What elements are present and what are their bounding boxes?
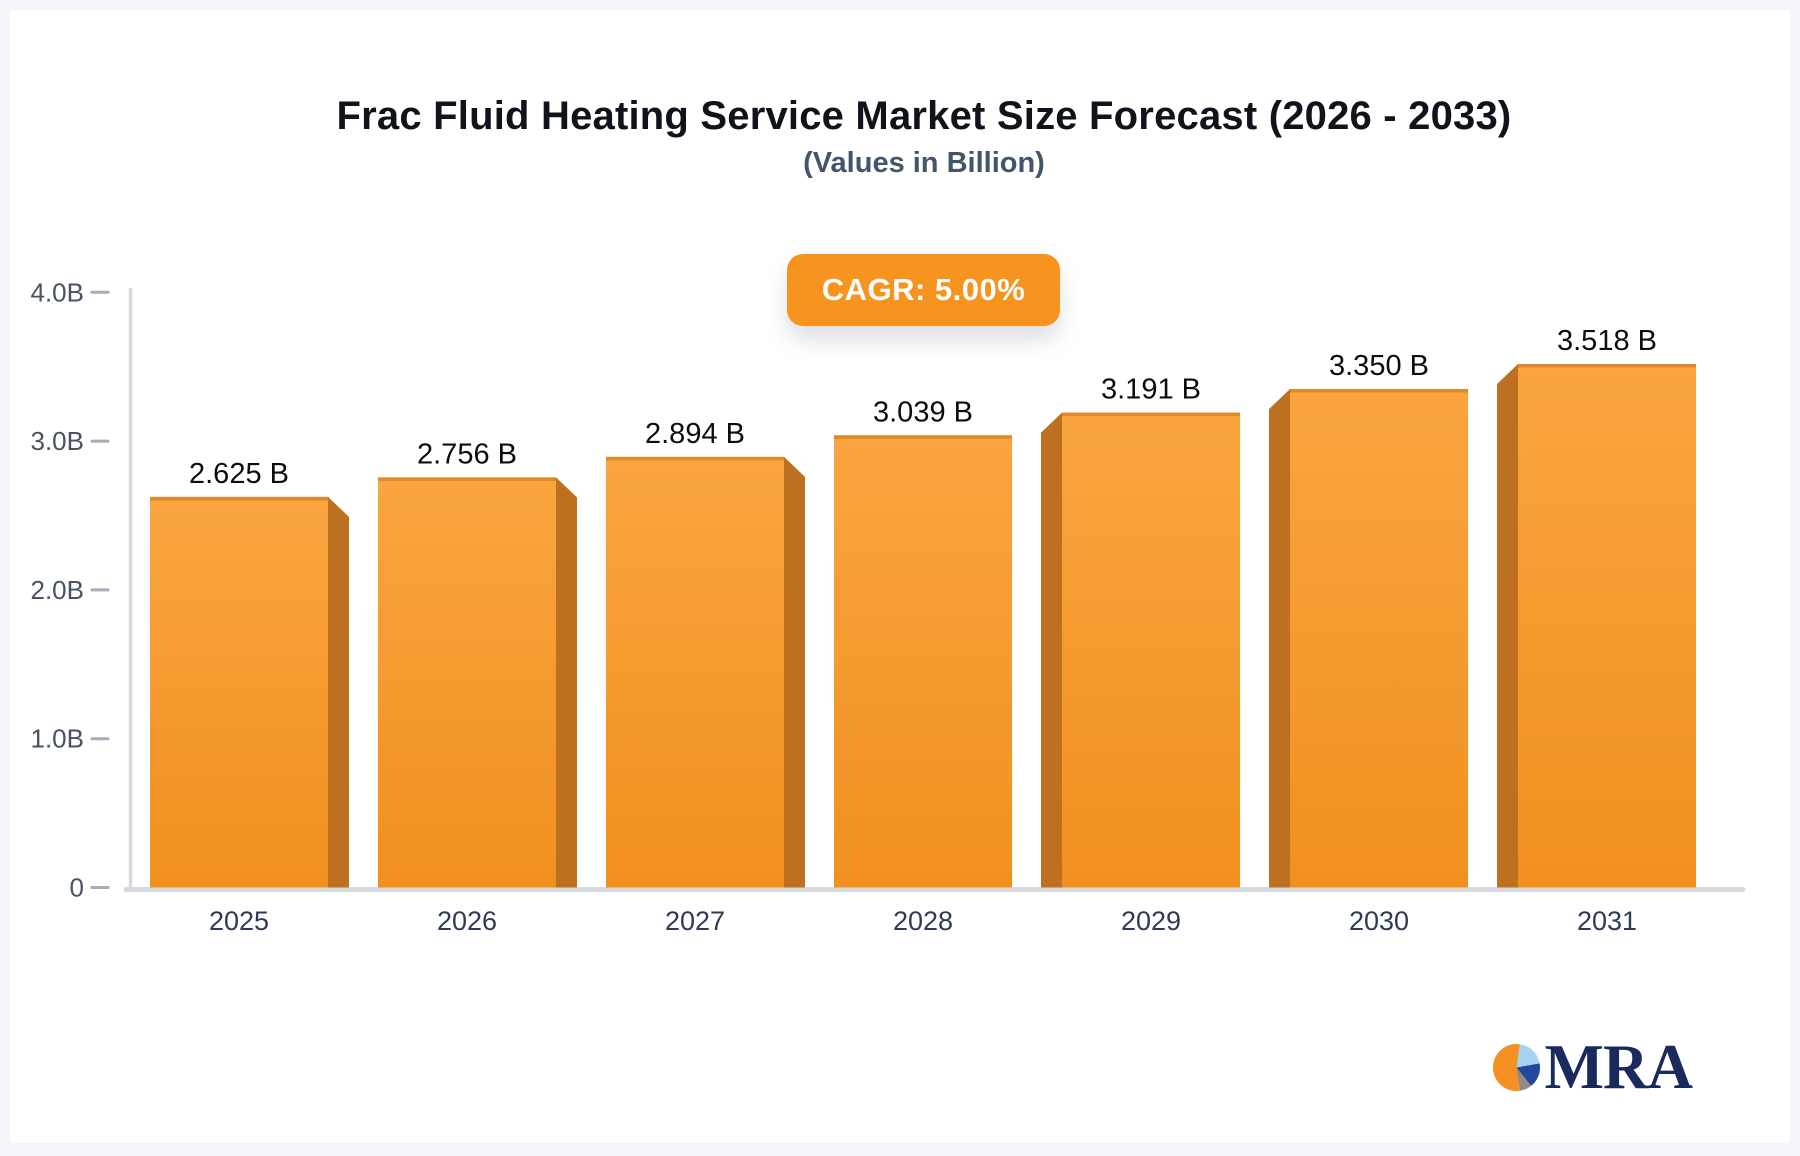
bar-front-face	[1062, 412, 1240, 888]
bar-2030: 3.350 B 2030	[1269, 350, 1468, 936]
bar-top-edge	[1518, 364, 1696, 368]
bar-2025: 2.625 B 2025	[150, 458, 349, 936]
bar-front-face	[834, 435, 1012, 888]
bar-side-face	[1041, 412, 1062, 888]
cagr-badge: CAGR: 5.00%	[787, 254, 1060, 326]
mra-logo: MRA	[1492, 1032, 1693, 1102]
bar-side-face	[1269, 389, 1290, 888]
bar-2027: 2.894 B 2027	[606, 418, 805, 936]
cagr-badge-label: CAGR: 5.00%	[821, 272, 1026, 307]
logo-text: MRA	[1544, 1032, 1693, 1102]
bar-top-edge	[606, 456, 784, 461]
bar-front-face	[150, 496, 328, 888]
bar-top-edge	[378, 477, 556, 481]
bar-side-face	[784, 456, 805, 888]
bar-top-edge	[1290, 389, 1468, 393]
bar-value-label: 3.350 B	[1329, 350, 1429, 382]
bar-2029: 3.191 B 2029	[1041, 374, 1240, 936]
bar-side-face	[556, 477, 577, 888]
x-tick-label: 2027	[665, 906, 725, 936]
bar-value-label: 3.518 B	[1557, 325, 1657, 357]
y-tick-label: 1.0B	[31, 724, 85, 754]
bar-side-face	[1497, 364, 1518, 888]
bar-front-face	[1290, 389, 1468, 888]
x-tick-label: 2029	[1121, 906, 1181, 936]
x-tick-label: 2025	[209, 906, 269, 936]
x-tick-label: 2028	[893, 906, 953, 936]
y-tick-label: 3.0B	[31, 426, 85, 456]
bar-side-face	[328, 496, 349, 888]
bar-top-edge	[1062, 412, 1240, 417]
y-tick-label: 2.0B	[31, 575, 85, 605]
bar-value-label: 3.191 B	[1101, 374, 1201, 406]
x-tick-label: 2031	[1577, 906, 1637, 936]
bar-value-label: 2.625 B	[189, 458, 289, 490]
page-subtitle: (Values in Billion)	[803, 147, 1045, 179]
bar-top-edge	[834, 435, 1012, 439]
bar-top-edge	[150, 496, 328, 501]
y-tick-label: 4.0B	[31, 277, 85, 307]
bar-value-label: 2.756 B	[417, 438, 517, 470]
bar-front-face	[1518, 364, 1696, 888]
x-tick-label: 2026	[437, 906, 497, 936]
bar-value-label: 2.894 B	[645, 418, 745, 450]
bar-2026: 2.756 B 2026	[378, 438, 577, 936]
page-title: Frac Fluid Heating Service Market Size F…	[336, 94, 1512, 138]
x-tick-label: 2030	[1349, 906, 1409, 936]
bar-2031: 3.518 B 2031	[1497, 325, 1696, 936]
bar-value-label: 3.039 B	[873, 396, 973, 428]
bar-front-face	[606, 456, 784, 888]
y-tick-label: 0	[70, 873, 84, 903]
bar-2028: 3.039 B 2028	[834, 396, 1012, 936]
bar-front-face	[378, 477, 556, 888]
pie-chart-icon	[1492, 1044, 1540, 1091]
